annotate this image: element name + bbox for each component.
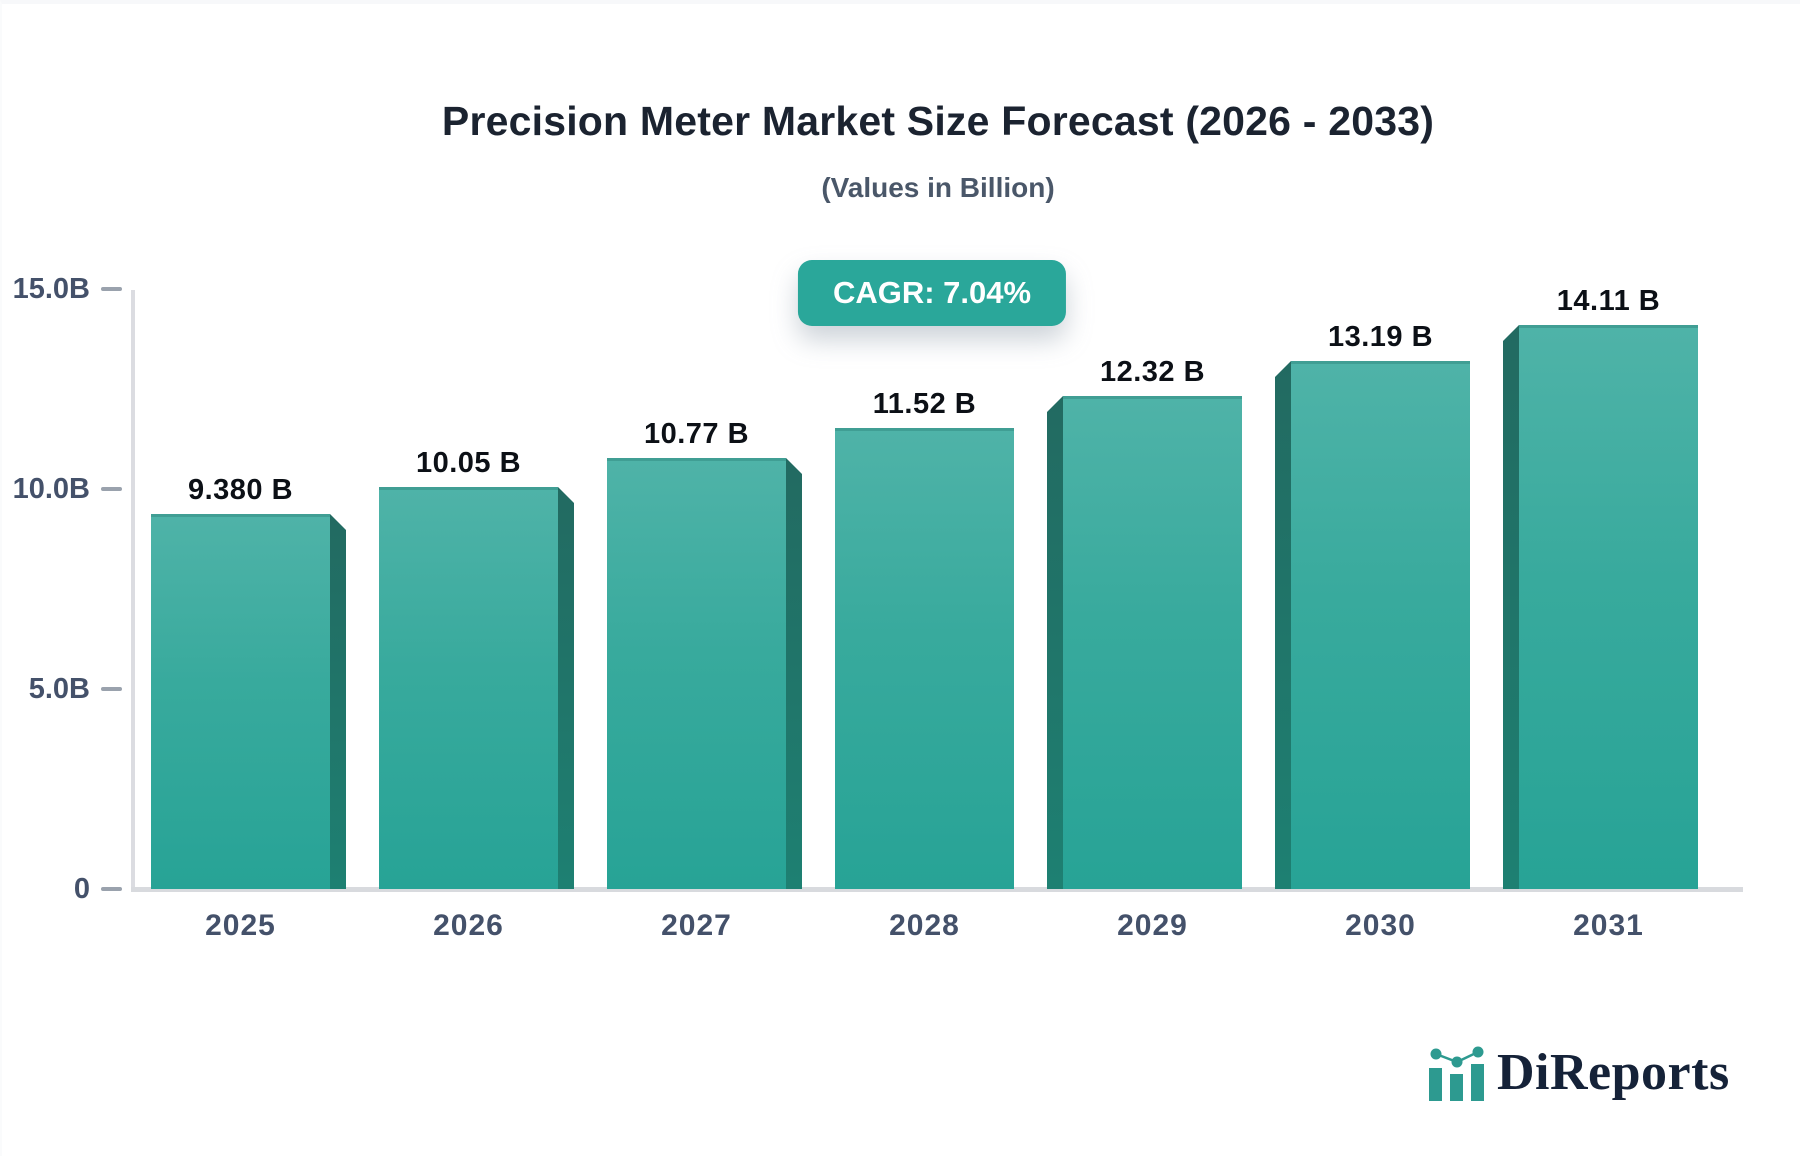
- bar: [1063, 396, 1242, 889]
- y-tick-dash: [101, 687, 122, 691]
- bar-value-label: 13.19 B: [1327, 321, 1434, 353]
- bar: [835, 428, 1014, 889]
- chart-subtitle: (Values in Billion): [821, 172, 1055, 203]
- y-tick-label: 10.0B: [12, 473, 90, 505]
- chart-title: Precision Meter Market Size Forecast (20…: [441, 98, 1435, 144]
- x-axis-year-label: 2031: [1573, 909, 1644, 942]
- y-tick-dash: [101, 487, 122, 491]
- bar: [1519, 325, 1698, 889]
- bar: [151, 514, 330, 889]
- bar-value-label: 11.52 B: [872, 388, 977, 420]
- y-axis-line: [131, 290, 135, 890]
- y-tick-dash: [101, 887, 122, 891]
- bar-side-face: [1503, 325, 1519, 889]
- bar-value-label: 12.32 B: [1099, 356, 1206, 388]
- y-tick-dash: [101, 287, 122, 291]
- bar-value-label: 14.11 B: [1556, 285, 1661, 317]
- bar-value-label: 10.05 B: [415, 447, 522, 479]
- x-axis-year-label: 2027: [661, 909, 732, 942]
- bar-value-label: 10.77 B: [643, 418, 750, 450]
- bar-value-label: 9.380 B: [187, 474, 294, 506]
- x-axis-year-label: 2025: [205, 909, 276, 942]
- bar-side-face: [558, 487, 574, 889]
- y-tick-label: 15.0B: [12, 273, 90, 305]
- y-tick-label: 5.0B: [28, 673, 90, 705]
- bar-side-face: [1275, 361, 1291, 889]
- bar-chart-logo-icon: [1429, 1046, 1484, 1101]
- y-tick-label: 0: [73, 873, 90, 905]
- x-axis-line: [131, 887, 1743, 892]
- x-axis-year-label: 2026: [433, 909, 504, 942]
- cagr-badge: CAGR: 7.04%: [797, 260, 1067, 326]
- x-axis-year-label: 2028: [889, 909, 960, 942]
- bar: [379, 487, 558, 889]
- bar-side-face: [330, 514, 346, 889]
- bar: [607, 458, 786, 889]
- bar: [1291, 361, 1470, 889]
- brand-logo: DiReports: [1427, 1042, 1730, 1102]
- x-axis-year-label: 2030: [1345, 909, 1416, 942]
- brand-name: DiReports: [1497, 1044, 1730, 1101]
- x-axis-year-label: 2029: [1117, 909, 1188, 942]
- bar-side-face: [786, 458, 802, 889]
- bar-side-face: [1047, 396, 1063, 889]
